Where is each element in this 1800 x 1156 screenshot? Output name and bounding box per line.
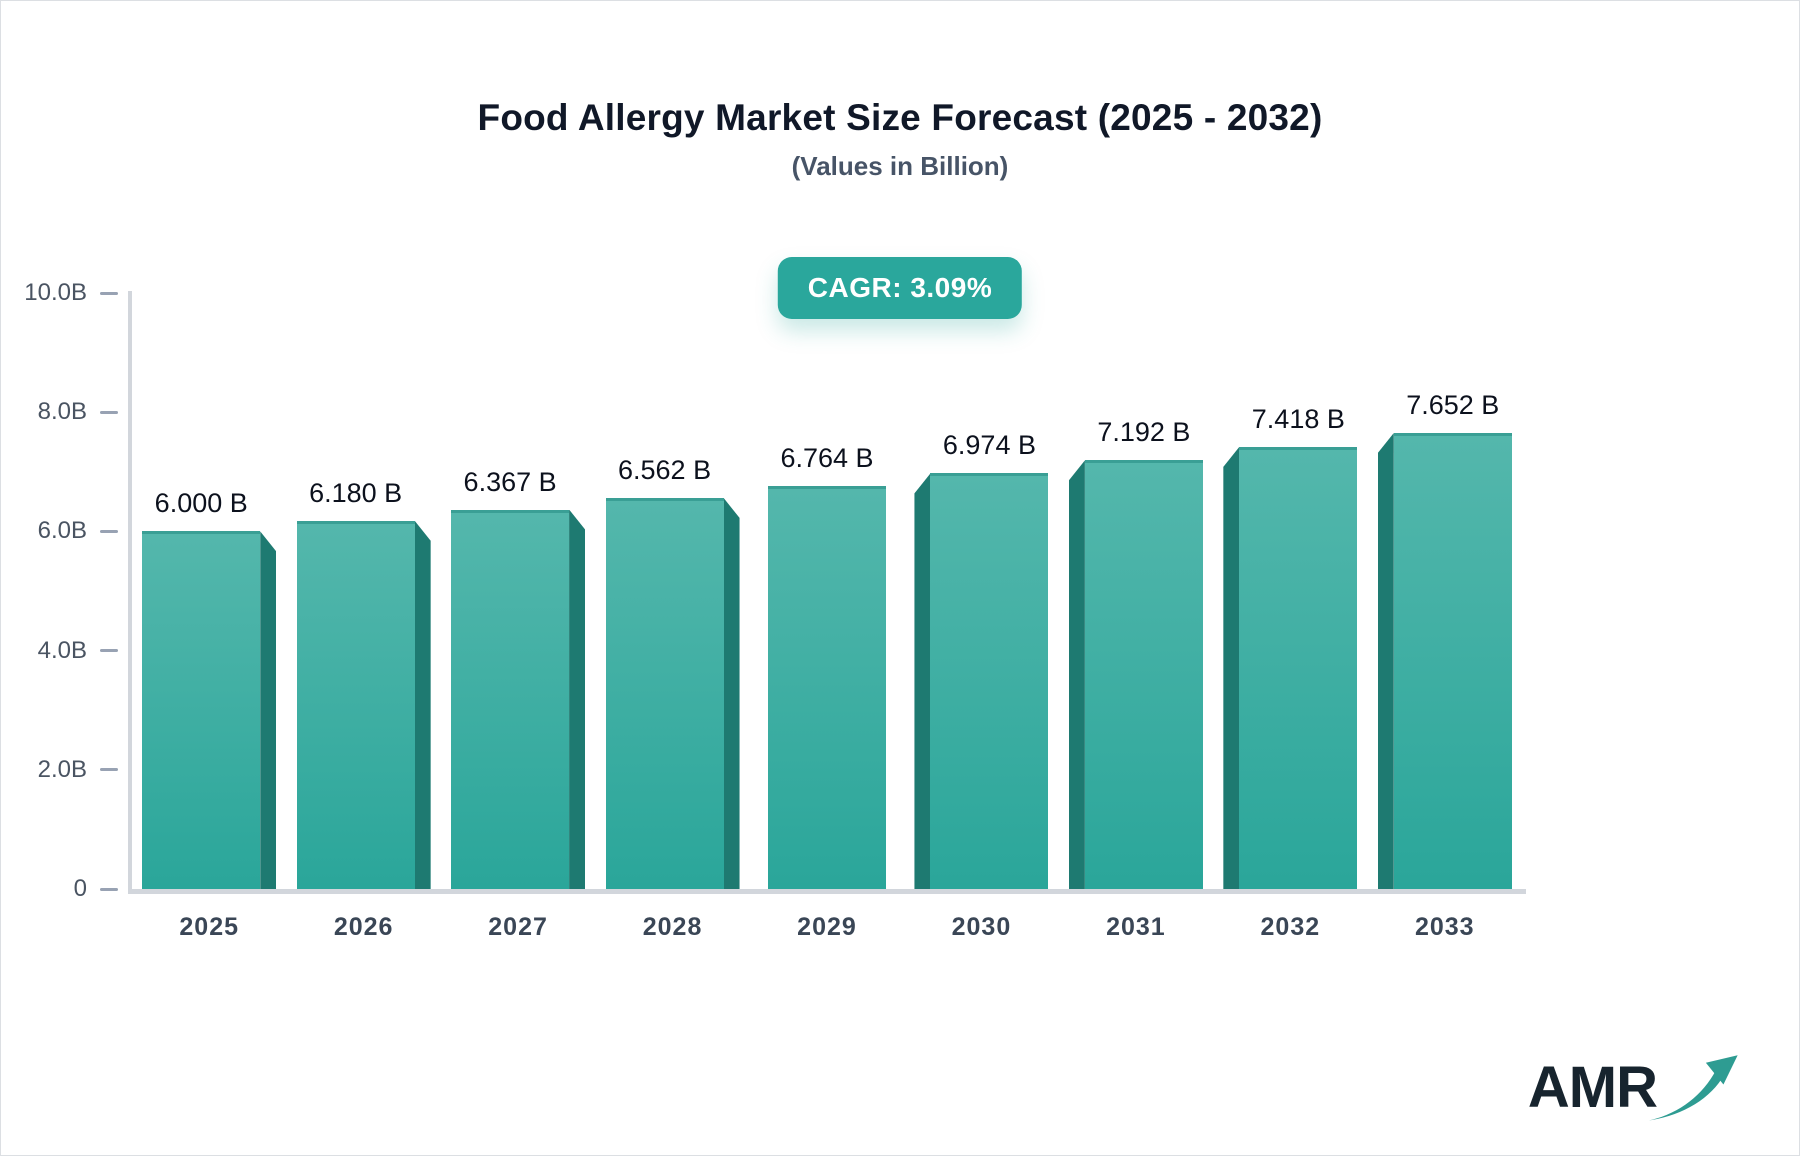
amr-logo-text: AMR bbox=[1527, 1055, 1658, 1120]
y-tick: 4.0B bbox=[21, 637, 118, 665]
chart-subtitle: (Values in Billion) bbox=[791, 151, 1009, 181]
bar-group: 7.418 B 2032 bbox=[1213, 293, 1367, 941]
bar-value-label: 6.000 B bbox=[154, 488, 248, 519]
plot-area: 0 2.0B 4.0B 6.0B 8.0B 10.0B 6.000 B 2025 6.180 … bbox=[24, 279, 1526, 941]
x-tick-label: 2025 bbox=[179, 913, 240, 941]
bar bbox=[451, 509, 570, 889]
bar-side-face bbox=[723, 497, 740, 889]
y-tick-dash bbox=[100, 410, 118, 414]
amr-logo: AMR bbox=[1527, 1051, 1741, 1121]
y-tick-label: 4.0B bbox=[37, 636, 87, 664]
bar-group: 6.764 B 2029 bbox=[750, 293, 904, 941]
bar-value-label: 6.974 B bbox=[942, 430, 1036, 461]
bar bbox=[296, 520, 415, 889]
x-tick-label: 2033 bbox=[1414, 913, 1475, 941]
y-tick: 0 bbox=[21, 875, 118, 903]
y-tick-label: 0 bbox=[73, 875, 87, 902]
bar-group: 6.367 B 2027 bbox=[441, 293, 595, 941]
bar bbox=[767, 485, 886, 889]
y-tick-dash bbox=[100, 291, 118, 295]
y-tick: 8.0B bbox=[21, 398, 118, 426]
bar-group: 7.192 B 2031 bbox=[1059, 293, 1213, 941]
x-tick-label: 2031 bbox=[1106, 913, 1166, 941]
bar-side-face bbox=[414, 520, 431, 889]
bar-side-face bbox=[1223, 446, 1240, 889]
y-tick-label: 2.0B bbox=[37, 755, 87, 783]
bar-group: 7.652 B 2033 bbox=[1368, 293, 1522, 941]
y-tick-dash bbox=[100, 768, 118, 772]
x-tick-label: 2030 bbox=[951, 913, 1012, 941]
x-tick-label: 2032 bbox=[1260, 913, 1321, 941]
bar bbox=[930, 473, 1049, 889]
bar-group: 6.000 B 2025 bbox=[132, 293, 286, 941]
y-tick: 6.0B bbox=[21, 517, 118, 545]
x-tick-label: 2027 bbox=[488, 913, 548, 941]
growth-arrow-icon bbox=[1649, 1055, 1738, 1121]
bar-group: 6.562 B 2028 bbox=[595, 293, 749, 941]
cagr-badge: CAGR: 3.09% bbox=[777, 257, 1023, 319]
bar bbox=[1084, 460, 1203, 889]
y-tick: 2.0B bbox=[21, 756, 118, 784]
chart-title: Food Allergy Market Size Forecast (2025 … bbox=[477, 97, 1323, 138]
bar-group: 6.180 B 2026 bbox=[286, 293, 440, 941]
bar-side-face bbox=[1377, 432, 1394, 889]
y-tick-dash bbox=[100, 529, 118, 533]
y-tick-label: 6.0B bbox=[37, 517, 87, 545]
y-tick: 10.0B bbox=[21, 279, 118, 307]
bar-value-label: 6.562 B bbox=[618, 454, 712, 485]
bar-side-face bbox=[914, 473, 931, 889]
bar-value-label: 7.418 B bbox=[1251, 403, 1345, 434]
x-tick-label: 2026 bbox=[333, 913, 394, 941]
bar bbox=[1239, 446, 1358, 889]
bar-side-face bbox=[260, 531, 277, 889]
y-tick-dash bbox=[100, 887, 118, 891]
y-tick-label: 8.0B bbox=[37, 398, 87, 426]
y-axis-line bbox=[128, 291, 132, 889]
x-tick-label: 2028 bbox=[642, 913, 703, 941]
y-tick-label: 10.0B bbox=[24, 279, 87, 306]
bar-value-label: 6.764 B bbox=[780, 442, 874, 473]
bar-value-label: 7.192 B bbox=[1097, 417, 1191, 448]
bar-group: 6.974 B 2030 bbox=[904, 293, 1058, 941]
bar-side-face bbox=[569, 509, 586, 889]
bar-value-label: 6.367 B bbox=[463, 466, 557, 497]
bar bbox=[605, 497, 724, 889]
bar bbox=[1393, 432, 1512, 889]
bar-value-label: 7.652 B bbox=[1406, 389, 1500, 420]
x-axis-line bbox=[128, 889, 1526, 894]
y-tick-dash bbox=[100, 649, 118, 653]
x-tick-label: 2029 bbox=[797, 913, 857, 941]
bar-value-label: 6.180 B bbox=[309, 477, 403, 508]
bar-side-face bbox=[1068, 460, 1085, 889]
bar bbox=[142, 531, 261, 889]
